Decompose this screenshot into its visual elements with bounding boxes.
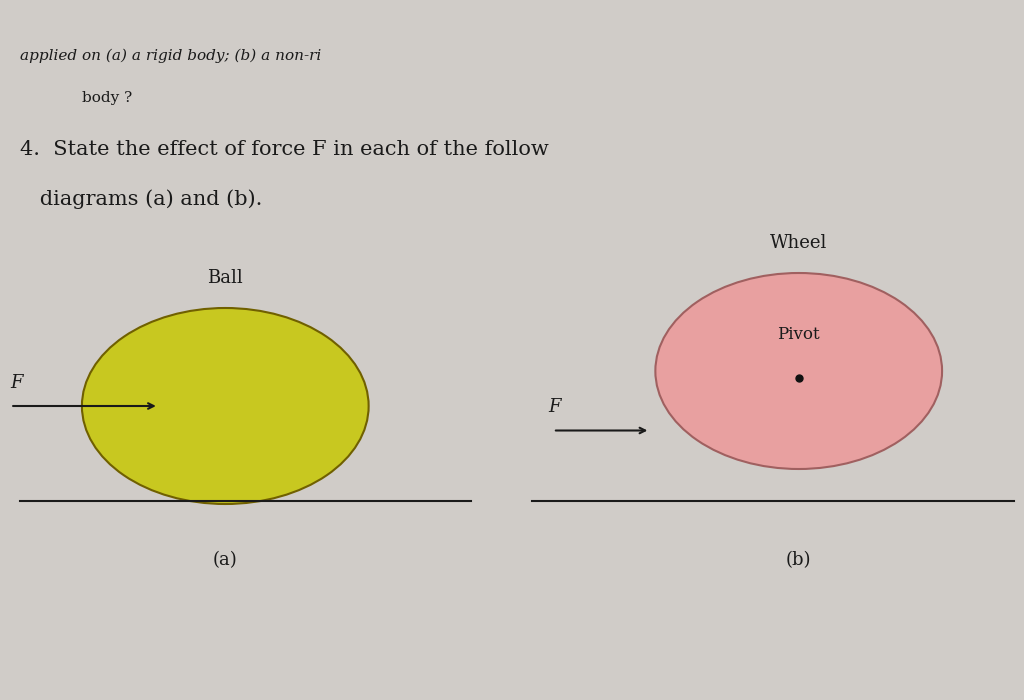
Text: 4.  State the effect of force F in each of the follow: 4. State the effect of force F in each o…	[20, 140, 549, 159]
Text: Pivot: Pivot	[777, 326, 820, 343]
Text: Wheel: Wheel	[770, 234, 827, 252]
Text: applied on (a) a rigid body; (b) a non-ri: applied on (a) a rigid body; (b) a non-r…	[20, 49, 322, 64]
Text: F: F	[10, 374, 23, 392]
Text: (b): (b)	[786, 551, 811, 569]
Text: body ?: body ?	[82, 91, 132, 105]
Text: F: F	[548, 398, 560, 416]
Circle shape	[82, 308, 369, 504]
Text: (a): (a)	[213, 551, 238, 569]
Text: diagrams (a) and (b).: diagrams (a) and (b).	[20, 189, 263, 209]
Text: Ball: Ball	[208, 269, 243, 287]
Circle shape	[655, 273, 942, 469]
